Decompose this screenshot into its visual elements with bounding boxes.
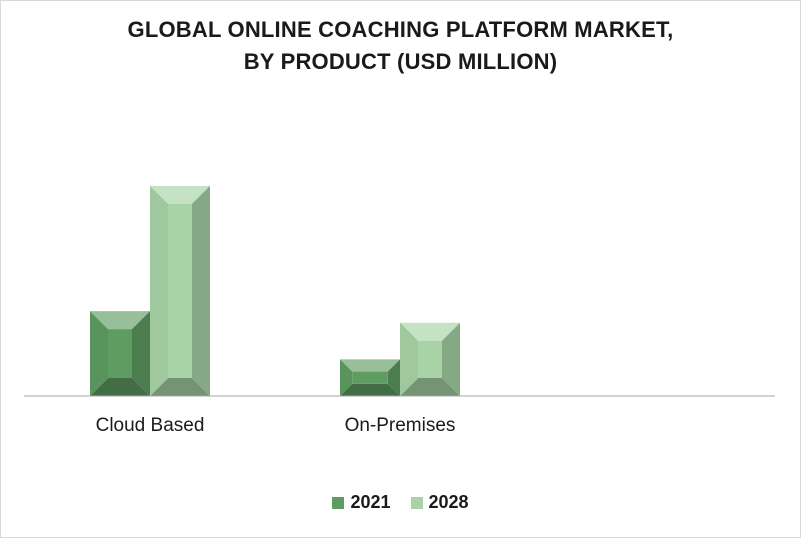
bar-face [418,340,442,378]
bar-bevel-top [150,185,210,204]
bar-bevel-left [400,322,418,396]
bar-bevel-bottom [340,383,400,396]
legend-swatch-2028 [410,496,423,509]
category-labels: Cloud Based On-Premises [96,415,456,436]
legend-label-2021: 2021 [350,492,391,512]
bar-bevel-left [150,185,168,396]
legend-label-2028: 2028 [428,492,469,512]
bar-bevel-right [132,311,150,396]
legend-item-2028: 2028 [410,492,469,513]
bar-2028-on-premises [400,322,460,396]
bar-2028-cloud-based [150,185,210,396]
chart-title: GLOBAL ONLINE COACHING PLATFORM MARKET, … [0,14,801,78]
bar-face [168,203,192,378]
bar-bevel-right [192,185,210,396]
bar-bevel-top [340,359,400,372]
legend: 2021 2028 [0,492,801,513]
bar-2021-cloud-based [90,311,150,396]
bar-bevel-left [340,359,353,396]
bar-bevel-bottom [400,378,460,396]
bar-bevel-top [400,322,460,341]
bar-bevel-left [90,311,108,396]
chart-title-line-2: BY PRODUCT (USD MILLION) [243,49,558,74]
bar-2021-on-premises [340,359,400,396]
bar-face [108,329,132,378]
bar-face [352,371,388,384]
bar-bevel-bottom [90,378,150,396]
bar-bevel-right [442,322,460,396]
bars-group [90,185,460,396]
chart-title-line-1: GLOBAL ONLINE COACHING PLATFORM MARKET, [127,17,674,42]
bar-bevel-bottom [150,378,210,396]
legend-swatch-2021 [332,496,345,509]
bar-bevel-top [90,311,150,330]
legend-item-2021: 2021 [332,492,391,513]
category-label-on-premises: On-Premises [345,415,456,436]
category-label-cloud-based: Cloud Based [96,415,205,436]
